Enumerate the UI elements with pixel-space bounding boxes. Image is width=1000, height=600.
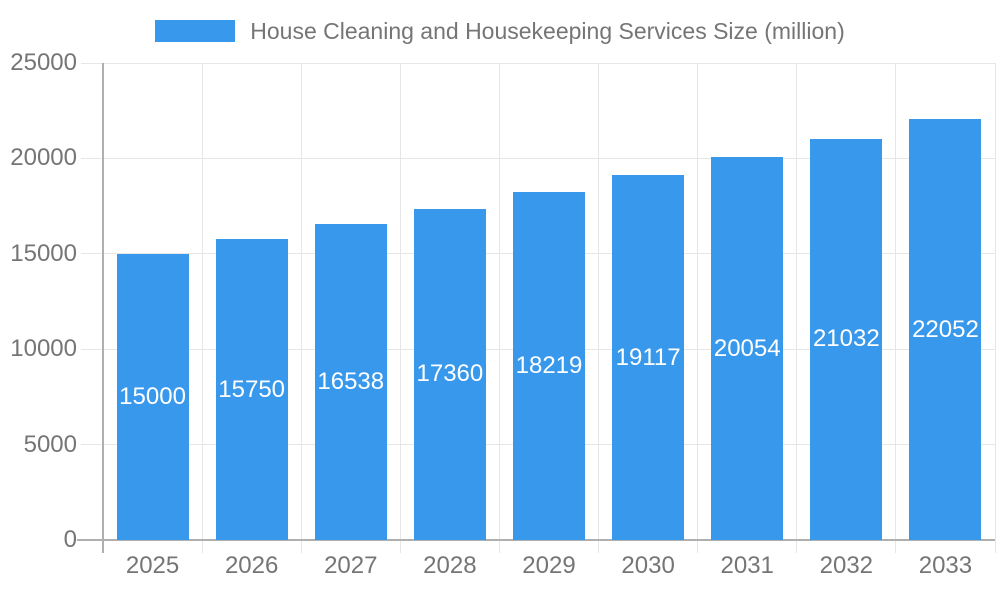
legend-label: House Cleaning and Housekeeping Services… [250, 18, 845, 44]
bar-2029[interactable]: 18219 [513, 192, 585, 540]
bar-value-label: 15000 [119, 382, 186, 410]
y-axis-tick-label: 0 [63, 526, 77, 553]
bar-2031[interactable]: 20054 [711, 157, 784, 540]
x-gridline [994, 63, 996, 553]
bar-2033[interactable]: 22052 [909, 119, 982, 540]
bar-2025[interactable]: 15000 [116, 253, 189, 540]
x-axis-tick-label: 2026 [224, 552, 279, 579]
y-axis-line [102, 63, 104, 553]
x-gridline [300, 63, 302, 553]
bar-value-label: 17360 [416, 360, 484, 388]
bar-2027[interactable]: 16538 [314, 224, 387, 540]
x-gridline [895, 63, 897, 553]
x-axis-tick-label: 2025 [125, 552, 180, 579]
bar-value-label: 16538 [317, 368, 385, 396]
y-gridline [81, 62, 995, 64]
x-gridline [201, 63, 203, 553]
bar-value-label: 21032 [812, 325, 880, 353]
bar-2028[interactable]: 17360 [413, 208, 486, 540]
legend-swatch-icon [155, 20, 236, 42]
x-gridline [697, 63, 699, 553]
y-axis-tick-label: 25000 [10, 49, 77, 76]
x-axis-tick-label: 2027 [324, 552, 378, 579]
y-gridline [81, 157, 995, 159]
bar-2032[interactable]: 21032 [810, 138, 883, 540]
x-gridline [399, 63, 401, 553]
legend[interactable]: House Cleaning and Housekeeping Services… [0, 17, 1000, 45]
x-axis-tick-label: 2032 [819, 552, 874, 579]
x-axis-tick-label: 2031 [720, 552, 774, 579]
bar-value-label: 22052 [912, 315, 979, 343]
x-axis-tick-label: 2033 [918, 552, 973, 579]
x-axis-line [77, 539, 995, 541]
x-gridline [498, 63, 500, 553]
y-axis-tick-label: 20000 [10, 144, 77, 172]
bar-value-label: 20054 [713, 334, 781, 362]
x-axis-tick-label: 2028 [423, 552, 477, 579]
x-gridline [598, 63, 600, 553]
y-axis-tick-label: 10000 [10, 335, 77, 363]
y-axis-tick-label: 5000 [23, 430, 77, 458]
bar-value-label: 19117 [615, 343, 681, 371]
bar-value-label: 18219 [515, 352, 583, 380]
x-axis-tick-label: 2029 [522, 552, 576, 579]
bar-2030[interactable]: 19117 [612, 175, 685, 540]
x-gridline [796, 63, 798, 553]
bar-2026[interactable]: 15750 [215, 239, 288, 540]
x-axis-tick-label: 2030 [621, 552, 675, 579]
y-axis-tick-label: 15000 [10, 239, 77, 267]
bar-value-label: 15750 [218, 375, 286, 403]
